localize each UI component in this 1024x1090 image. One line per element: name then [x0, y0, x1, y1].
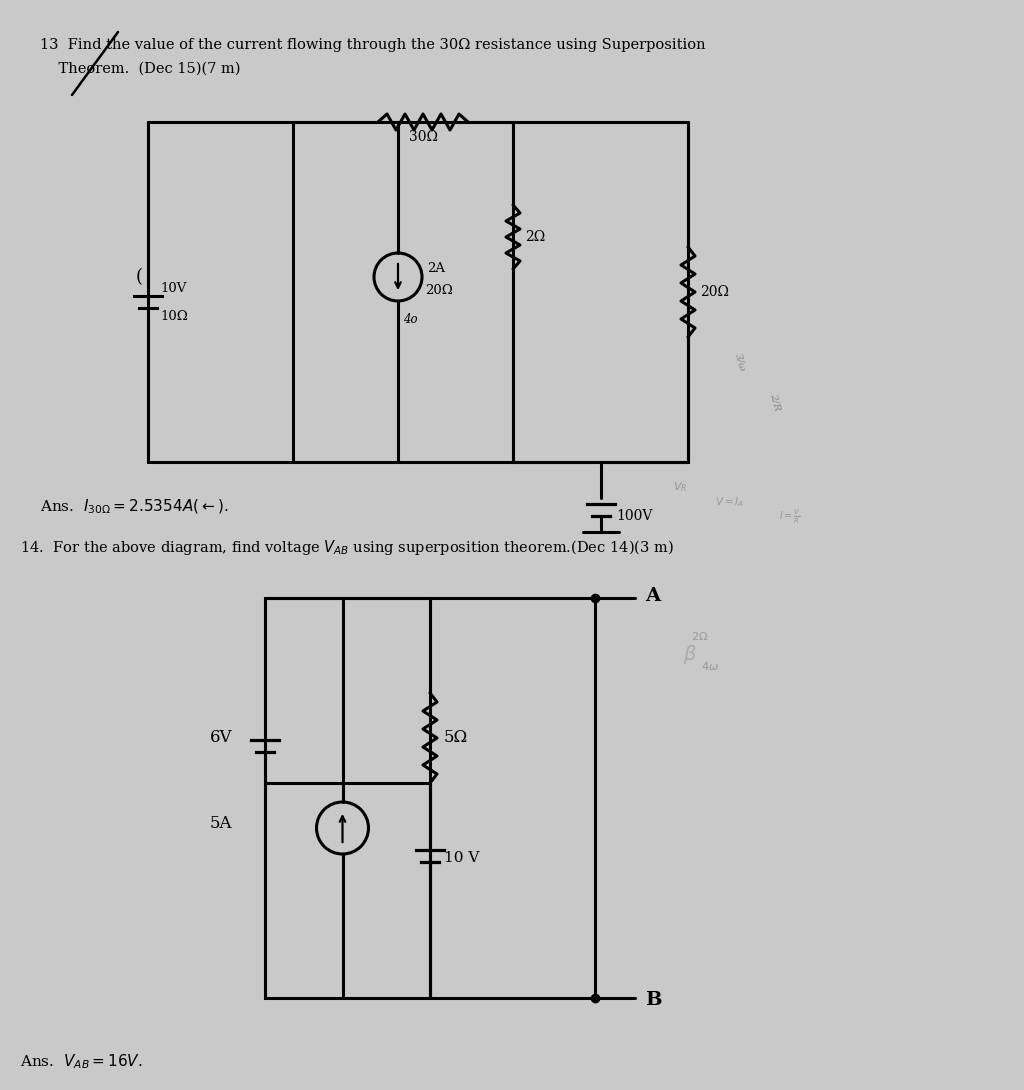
- Text: $2\Omega$: $2\Omega$: [691, 630, 709, 642]
- Text: 5Ω: 5Ω: [444, 729, 468, 747]
- Text: 2Ω: 2Ω: [525, 230, 545, 244]
- Text: 10 V: 10 V: [444, 851, 479, 865]
- Text: (: (: [136, 268, 143, 286]
- Text: 5A: 5A: [210, 814, 232, 832]
- Text: $I=\frac{V}{R}$: $I=\frac{V}{R}$: [779, 508, 801, 525]
- Text: 14.  For the above diagram, find voltage $V_{AB}$ using superposition theorem.(D: 14. For the above diagram, find voltage …: [20, 538, 674, 557]
- Text: 2A: 2A: [427, 263, 445, 276]
- Text: 13  Find the value of the current flowing through the 30Ω resistance using Super: 13 Find the value of the current flowing…: [40, 38, 706, 52]
- Text: 20Ω: 20Ω: [700, 284, 729, 299]
- Text: $4\omega$: $4\omega$: [701, 661, 719, 673]
- Text: 100V: 100V: [616, 509, 653, 523]
- Text: Ans.  $I_{30\Omega} = 2.5354A(\leftarrow)$.: Ans. $I_{30\Omega} = 2.5354A(\leftarrow)…: [40, 498, 228, 517]
- Text: Theorem.  (Dec 15)(7 m): Theorem. (Dec 15)(7 m): [40, 62, 241, 76]
- Text: $V=I_A$: $V=I_A$: [716, 495, 744, 509]
- Text: 30Ω: 30Ω: [409, 130, 437, 144]
- Text: 10V: 10V: [160, 281, 186, 294]
- Text: $\beta$: $\beta$: [683, 643, 697, 666]
- Text: 6V: 6V: [210, 729, 232, 747]
- Text: 20Ω: 20Ω: [425, 284, 453, 298]
- Text: A: A: [645, 588, 660, 605]
- Text: 2/R: 2/R: [768, 392, 781, 412]
- Text: 10Ω: 10Ω: [160, 310, 187, 323]
- Text: Ans.  $V_{AB} = 16V.$: Ans. $V_{AB} = 16V.$: [20, 1052, 142, 1070]
- Text: B: B: [645, 991, 662, 1009]
- Text: $V_R$: $V_R$: [673, 480, 687, 494]
- Text: 3/ω: 3/ω: [733, 352, 746, 372]
- Text: 4o: 4o: [403, 313, 418, 326]
